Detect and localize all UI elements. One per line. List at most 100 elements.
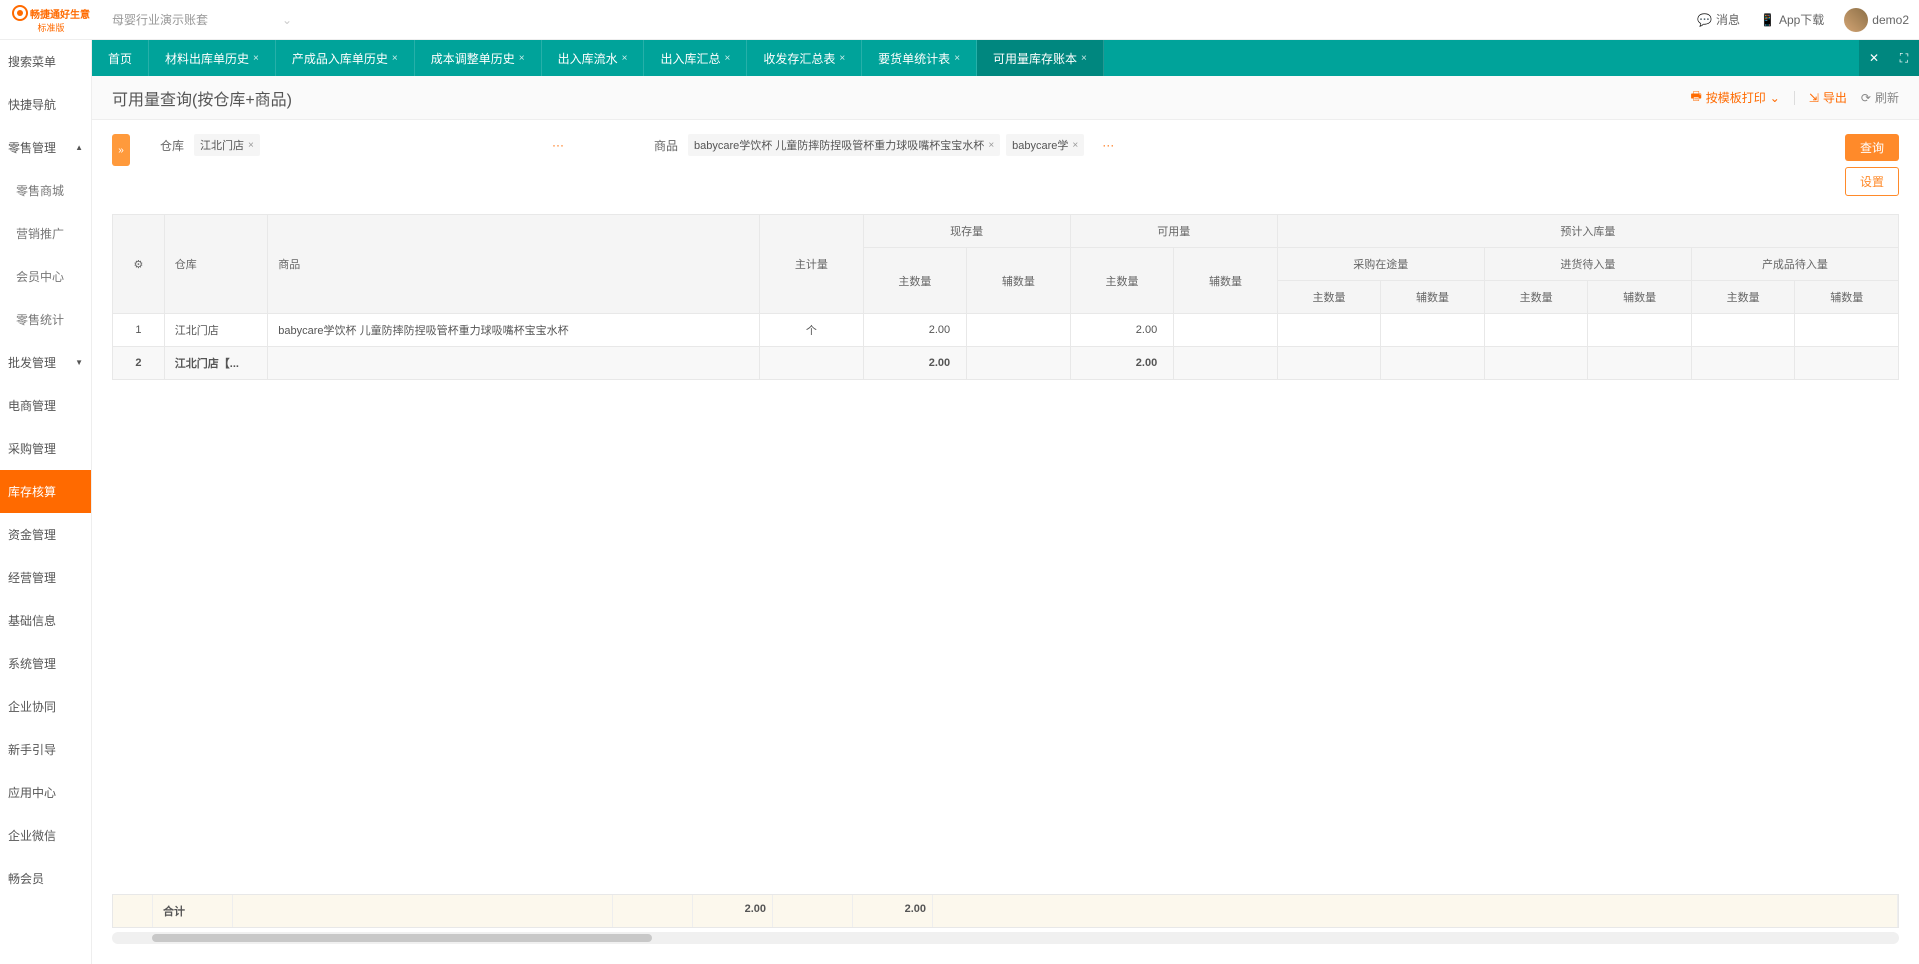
tab-label: 成本调整单历史 bbox=[431, 50, 515, 67]
print-icon: 🖶 bbox=[1690, 87, 1701, 108]
refresh-icon: ⟳ bbox=[1861, 91, 1871, 105]
row-index: 1 bbox=[113, 314, 165, 347]
logo-text: 畅捷通好生意 bbox=[30, 6, 90, 21]
main: 首页材料出库单历史×产成品入库单历史×成本调整单历史×出入库流水×出入库汇总×收… bbox=[92, 40, 1919, 964]
logo-edition: 标准版 bbox=[37, 21, 64, 34]
sidebar-item[interactable]: 企业微信 bbox=[0, 814, 91, 857]
filter-tag[interactable]: babycare学× bbox=[1006, 134, 1084, 156]
table-row[interactable]: 2江北门店【...2.002.00 bbox=[113, 347, 1899, 380]
user-name: demo2 bbox=[1872, 13, 1909, 27]
app-download-button[interactable]: 📱 App下载 bbox=[1760, 11, 1824, 28]
sidebar-item[interactable]: 新手引导 bbox=[0, 728, 91, 771]
tab-label: 收发存汇总表 bbox=[763, 50, 835, 67]
user-menu[interactable]: demo2 bbox=[1844, 8, 1909, 32]
tab[interactable]: 首页 bbox=[92, 40, 149, 76]
sidebar-item[interactable]: 畅会员 bbox=[0, 857, 91, 900]
close-icon[interactable]: × bbox=[622, 53, 628, 64]
expand-filters-handle[interactable]: » bbox=[112, 134, 130, 166]
total-label: 合计 bbox=[153, 895, 233, 927]
topbar: 畅捷通好生意 标准版 母婴行业演示账套 ⌄ 💬 消息 📱 App下载 demo2 bbox=[0, 0, 1919, 40]
th-incoming: 进货待入量 bbox=[1484, 248, 1691, 281]
query-button[interactable]: 查询 bbox=[1845, 134, 1899, 161]
close-icon[interactable]: × bbox=[1081, 53, 1087, 64]
warehouse-tags[interactable]: 江北门店× bbox=[194, 134, 534, 156]
close-icon[interactable]: × bbox=[253, 53, 259, 64]
row-index: 2 bbox=[113, 347, 165, 380]
sidebar-item[interactable]: 应用中心 bbox=[0, 771, 91, 814]
tabbar: 首页材料出库单历史×产成品入库单历史×成本调整单历史×出入库流水×出入库汇总×收… bbox=[92, 40, 1919, 76]
tab-label: 要货单统计表 bbox=[878, 50, 950, 67]
sidebar-item[interactable]: 采购管理 bbox=[0, 427, 91, 470]
account-select[interactable]: 母婴行业演示账套 ⌄ bbox=[92, 11, 292, 28]
tab[interactable]: 要货单统计表 × bbox=[862, 40, 977, 76]
sidebar-item[interactable]: 系统管理 bbox=[0, 642, 91, 685]
sidebar-quicknav[interactable]: 快捷导航 bbox=[0, 83, 91, 126]
tab[interactable]: 产成品入库单历史× bbox=[276, 40, 415, 76]
close-icon[interactable]: × bbox=[248, 140, 254, 151]
refresh-button[interactable]: ⟳ 刷新 bbox=[1861, 89, 1899, 106]
messages-button[interactable]: 💬 消息 bbox=[1697, 11, 1740, 28]
sidebar-item[interactable]: 企业协同 bbox=[0, 685, 91, 728]
caret-icon: ▲ bbox=[75, 143, 83, 152]
sidebar-item[interactable]: 基础信息 bbox=[0, 599, 91, 642]
export-button[interactable]: ⇲ 导出 bbox=[1809, 89, 1847, 106]
close-icon[interactable]: × bbox=[724, 53, 730, 64]
sidebar-item[interactable]: 经营管理 bbox=[0, 556, 91, 599]
sidebar-item[interactable]: 批发管理▼ bbox=[0, 341, 91, 384]
print-button[interactable]: 🖶 按模板打印 ⌄ bbox=[1690, 87, 1779, 108]
divider bbox=[1794, 91, 1795, 105]
th-purchase-aux: 辅数量 bbox=[1381, 281, 1485, 314]
th-incoming-aux: 辅数量 bbox=[1588, 281, 1692, 314]
cell-product bbox=[268, 347, 760, 380]
close-icon[interactable]: × bbox=[988, 140, 994, 151]
close-icon[interactable]: × bbox=[954, 53, 960, 64]
th-avail-main: 主数量 bbox=[1070, 248, 1174, 314]
horizontal-scrollbar[interactable] bbox=[112, 932, 1899, 944]
sidebar-subitem[interactable]: 营销推广 bbox=[0, 212, 91, 255]
close-icon[interactable]: × bbox=[392, 53, 398, 64]
sidebar-item[interactable]: 电商管理 bbox=[0, 384, 91, 427]
tab[interactable]: 材料出库单历史 × bbox=[149, 40, 276, 76]
settings-button[interactable]: 设置 bbox=[1845, 167, 1899, 196]
cell-warehouse: 江北门店 bbox=[164, 314, 268, 347]
tabs-close-all[interactable]: ✕ bbox=[1859, 40, 1889, 76]
sidebar-subitem[interactable]: 会员中心 bbox=[0, 255, 91, 298]
tab[interactable]: 可用量库存账本× bbox=[977, 40, 1104, 76]
total-avail-main: 2.00 bbox=[853, 895, 933, 927]
warehouse-more[interactable]: ··· bbox=[552, 138, 564, 152]
sidebar-item[interactable]: 零售管理▲ bbox=[0, 126, 91, 169]
sidebar-item[interactable]: 库存核算 bbox=[0, 470, 91, 513]
cell-avail-aux bbox=[1174, 347, 1278, 380]
close-icon[interactable]: × bbox=[519, 53, 525, 64]
sidebar-item[interactable]: 资金管理 bbox=[0, 513, 91, 556]
tab[interactable]: 出入库汇总 × bbox=[644, 40, 747, 76]
caret-icon: ▼ bbox=[75, 358, 83, 367]
sidebar-subitem[interactable]: 零售统计 bbox=[0, 298, 91, 341]
fullscreen-button[interactable]: ⛶ bbox=[1889, 40, 1919, 76]
table-row[interactable]: 1江北门店babycare学饮杯 儿童防摔防捏吸管杯重力球吸嘴杯宝宝水杯个2.0… bbox=[113, 314, 1899, 347]
tab-label: 材料出库单历史 bbox=[165, 50, 249, 67]
product-tags[interactable]: babycare学饮杯 儿童防摔防捏吸管杯重力球吸嘴杯宝宝水杯× babycare… bbox=[688, 134, 1084, 156]
close-icon[interactable]: × bbox=[1072, 140, 1078, 151]
th-warehouse: 仓库 bbox=[164, 215, 268, 314]
scrollbar-thumb[interactable] bbox=[152, 934, 652, 942]
tab[interactable]: 成本调整单历史 × bbox=[415, 40, 542, 76]
filter-tag[interactable]: babycare学饮杯 儿童防摔防捏吸管杯重力球吸嘴杯宝宝水杯× bbox=[688, 134, 1000, 156]
gear-column[interactable]: ⚙ bbox=[113, 215, 165, 314]
titlebar: 可用量查询(按仓库+商品) 🖶 按模板打印 ⌄ ⇲ 导出 ⟳ 刷新 bbox=[92, 76, 1919, 120]
phone-icon: 📱 bbox=[1760, 13, 1775, 27]
sidebar-subitem[interactable]: 零售商城 bbox=[0, 169, 91, 212]
product-filter: 商品 babycare学饮杯 儿童防摔防捏吸管杯重力球吸嘴杯宝宝水杯×babyc… bbox=[638, 134, 1114, 156]
logo: 畅捷通好生意 标准版 bbox=[10, 0, 92, 40]
product-more[interactable]: ··· bbox=[1102, 138, 1114, 152]
message-icon: 💬 bbox=[1697, 13, 1712, 27]
close-icon[interactable]: × bbox=[839, 53, 845, 64]
tab[interactable]: 收发存汇总表 × bbox=[747, 40, 862, 76]
th-unit: 主计量 bbox=[760, 215, 864, 314]
filter-tag[interactable]: 江北门店× bbox=[194, 134, 260, 156]
sidebar-search[interactable]: 搜索菜单 bbox=[0, 40, 91, 83]
cell-unit bbox=[760, 347, 864, 380]
tab-label: 出入库流水 bbox=[558, 50, 618, 67]
tab[interactable]: 出入库流水 × bbox=[542, 40, 645, 76]
tab-label: 出入库汇总 bbox=[660, 50, 720, 67]
